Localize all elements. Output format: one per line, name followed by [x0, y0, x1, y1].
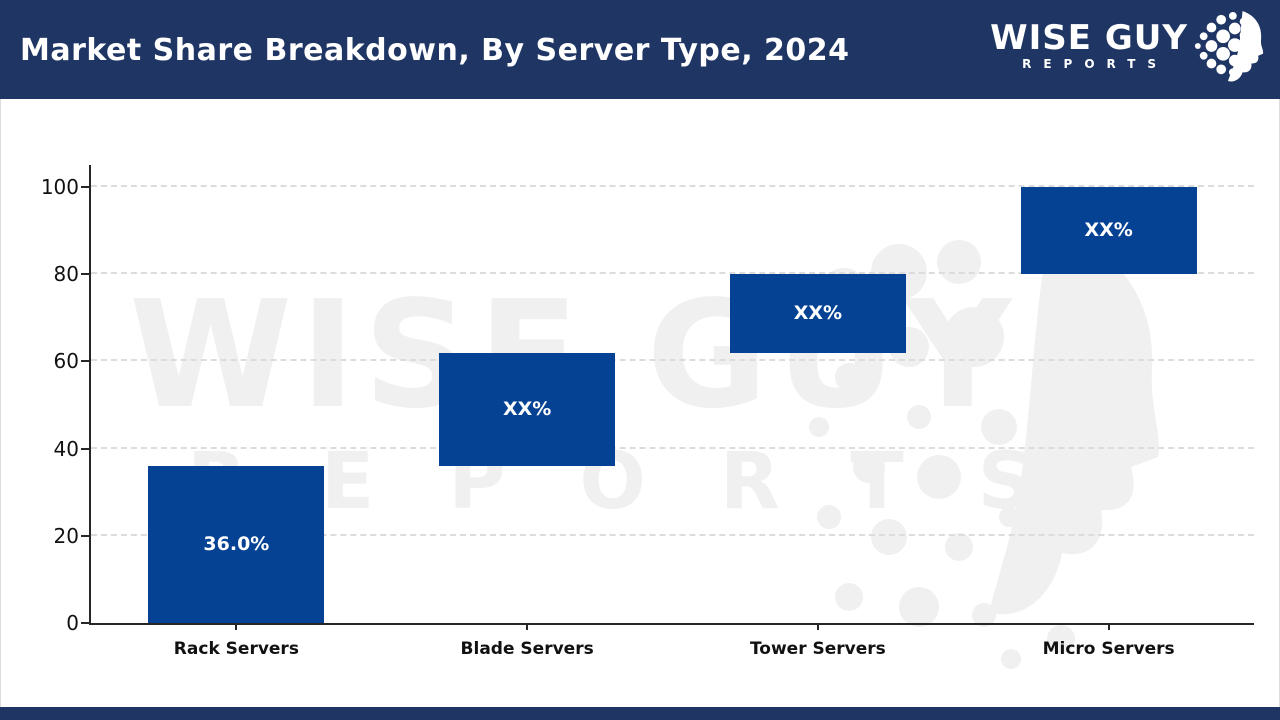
xtick-mark-3 — [816, 623, 819, 630]
gridline-y60 — [91, 359, 1254, 362]
logo-brand-name: WISE GUY — [990, 18, 1188, 59]
logo-face-icon — [1194, 10, 1264, 82]
xtick-mark-1 — [235, 623, 238, 630]
ytick-mark-20 — [81, 534, 89, 537]
xtick-mark-4 — [1107, 623, 1110, 630]
gridline-y80 — [91, 272, 1254, 275]
bar-blade-servers: XX% — [439, 352, 616, 466]
bar-tower-servers: XX% — [729, 274, 906, 353]
ytick-mark-40 — [81, 447, 89, 450]
logo-brand-subtitle: REPORTS — [1022, 56, 1169, 71]
ytick-mark-60 — [81, 360, 89, 363]
ytick-label-0: 0 — [66, 611, 79, 635]
gridline-y100 — [91, 184, 1254, 187]
category-label-tower-servers: Tower Servers — [749, 639, 886, 659]
ytick-label-40: 40 — [53, 436, 79, 461]
bar-rack-servers: 36.0% — [148, 465, 325, 623]
ytick-label-80: 80 — [53, 262, 79, 287]
header-bar: Market Share Breakdown, By Server Type, … — [0, 0, 1280, 99]
logo-text: WISE GUY REPORTS — [990, 18, 1188, 71]
category-label-rack-servers: Rack Servers — [173, 639, 299, 659]
ytick-mark-100 — [81, 185, 89, 188]
bar-value-label: XX% — [793, 302, 843, 325]
category-label-blade-servers: Blade Servers — [460, 639, 594, 659]
ytick-mark-0 — [81, 622, 89, 624]
ytick-mark-80 — [81, 273, 89, 276]
gridline-y20 — [91, 533, 1254, 536]
bar-micro-servers: XX% — [1020, 186, 1197, 275]
page-title: Market Share Breakdown, By Server Type, … — [20, 33, 850, 68]
gridline-y40 — [91, 446, 1254, 449]
ytick-label-100: 100 — [40, 174, 79, 199]
bar-value-label: XX% — [1084, 219, 1133, 242]
ytick-label-20: 20 — [53, 523, 79, 548]
chart-canvas: WISE GUY REPORTS 0 20 40 60 80 100 36.0% Rack S… — [0, 99, 1280, 707]
bar-value-label: 36.0% — [203, 533, 270, 556]
xtick-mark-2 — [526, 623, 529, 630]
category-label-micro-servers: Micro Servers — [1042, 639, 1175, 659]
bar-value-label: XX% — [502, 398, 552, 421]
plot-area: 0 20 40 60 80 100 36.0% Rack Servers XX% Blade Se… — [41, 165, 1254, 659]
wiseguy-logo: WISE GUY REPORTS — [990, 8, 1264, 84]
footer-bar — [0, 707, 1280, 720]
ytick-label-60: 60 — [53, 349, 79, 374]
